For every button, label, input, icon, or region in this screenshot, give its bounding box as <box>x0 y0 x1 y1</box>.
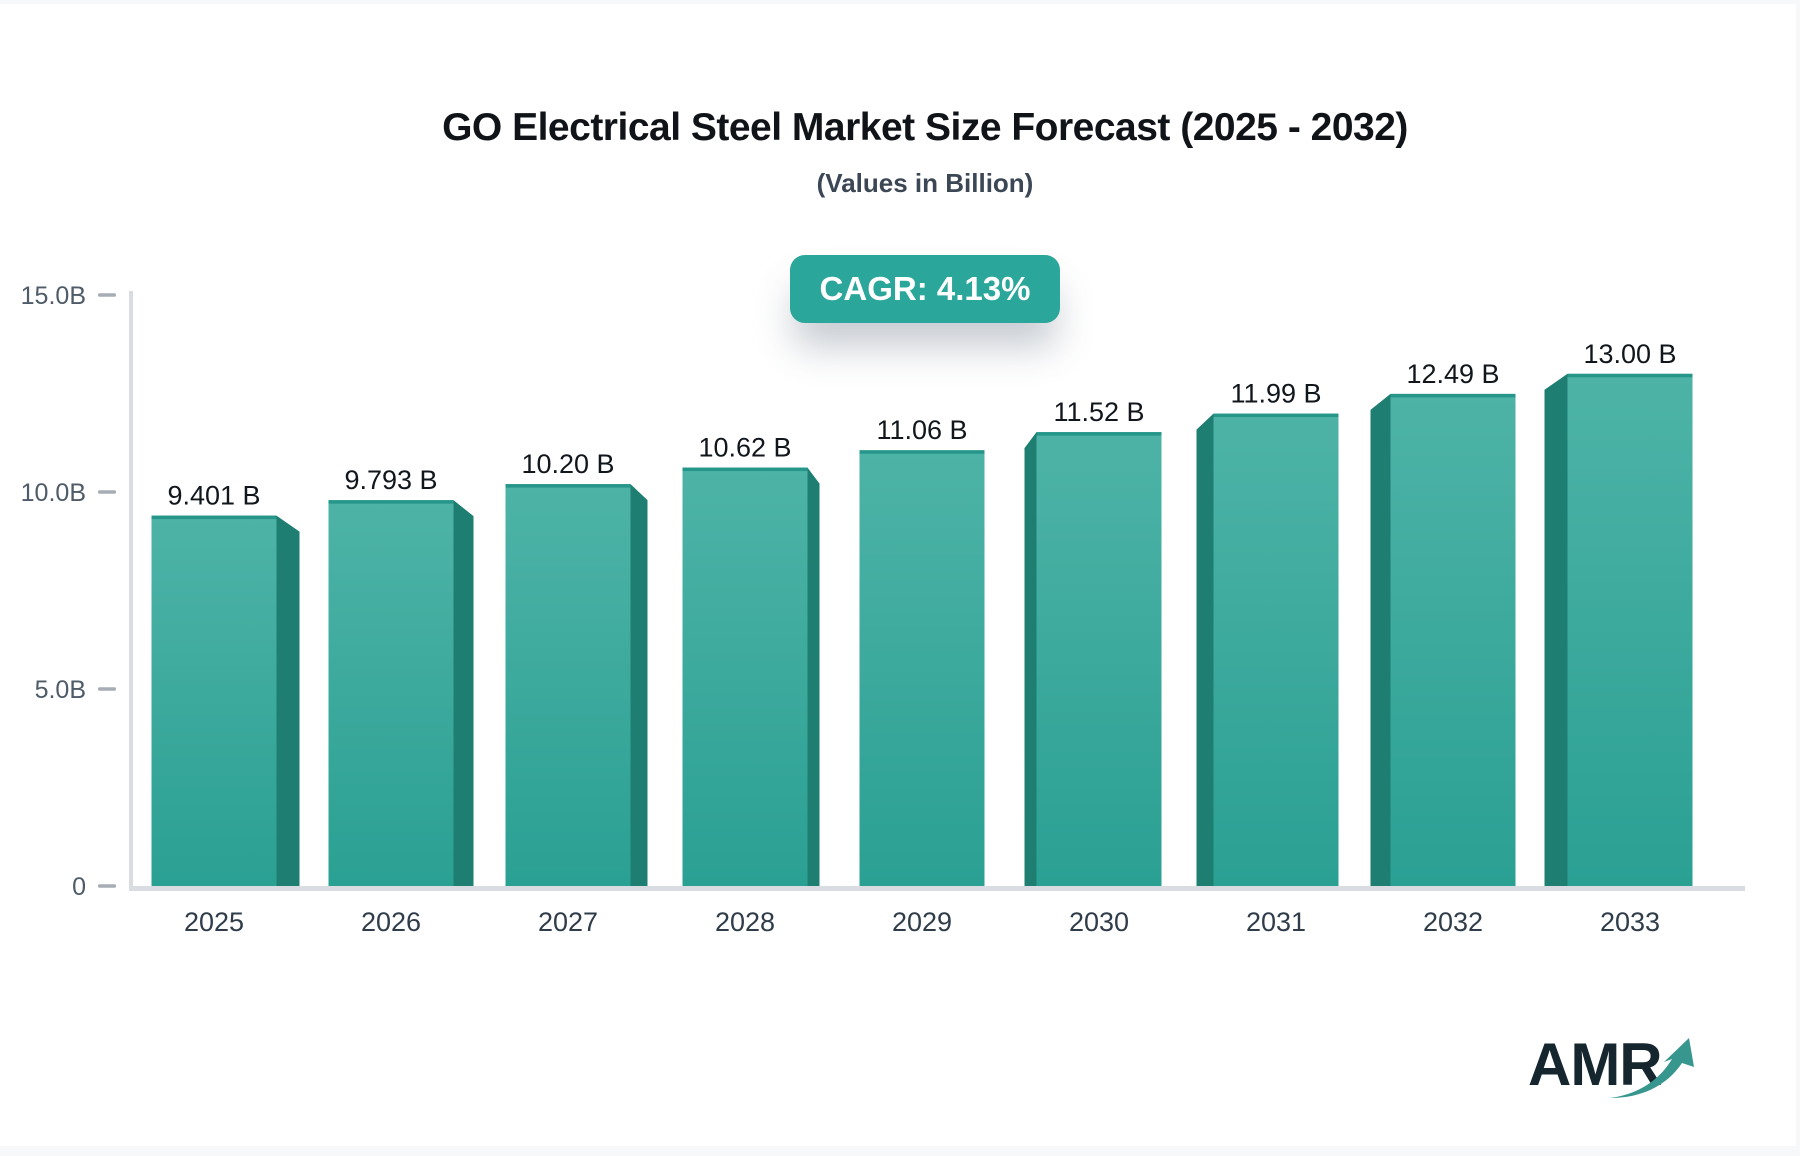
y-axis-tick-label: 0 <box>72 873 86 901</box>
bar-side-face <box>1024 432 1037 886</box>
y-axis-tick <box>98 293 116 297</box>
bar-value-label: 10.62 B <box>698 433 791 463</box>
bar-side-face <box>276 515 300 886</box>
y-axis-tick <box>98 490 116 494</box>
bar-2032: 12.49 B 2032 <box>1370 359 1516 937</box>
bar-2030: 11.52 B 2030 <box>1024 397 1162 937</box>
x-axis-label: 2033 <box>1600 907 1660 937</box>
bar-front-face <box>1213 413 1339 886</box>
bar-2033: 13.00 B 2033 <box>1544 339 1693 937</box>
y-axis-line <box>129 291 133 891</box>
x-axis-label: 2025 <box>184 907 244 937</box>
bar-2027: 10.20 B 2027 <box>505 449 648 937</box>
bar-value-label: 11.52 B <box>1053 397 1144 427</box>
bar-top-edge <box>859 450 985 454</box>
bar-value-label: 11.99 B <box>1230 379 1321 409</box>
bar-2026: 9.793 B 2026 <box>328 465 474 937</box>
bar-front-face <box>1390 393 1516 886</box>
bar-value-label: 13.00 B <box>1583 339 1676 369</box>
bar-side-face <box>1544 373 1568 886</box>
x-axis-label: 2027 <box>538 907 598 937</box>
bar-front-face <box>1567 373 1693 886</box>
cagr-badge-wrap: CAGR: 4.13% <box>50 255 1800 323</box>
amr-logo-text: AMR <box>1528 1031 1663 1098</box>
bar-side-face <box>630 484 648 886</box>
bar-value-label: 11.06 B <box>876 415 967 445</box>
bar-top-edge <box>1036 432 1162 436</box>
bar-side-face <box>807 467 820 886</box>
bar-value-label: 9.793 B <box>344 465 437 495</box>
x-axis-label: 2026 <box>361 907 421 937</box>
bar-2028: 10.62 B 2028 <box>682 433 820 937</box>
chart-title: GO Electrical Steel Market Size Forecast… <box>442 106 1408 149</box>
chart-subtitle: (Values in Billion) <box>816 168 1034 198</box>
bar-value-label: 9.401 B <box>167 481 260 511</box>
bar-front-face <box>151 515 277 886</box>
x-axis-line <box>129 886 1745 891</box>
bar-side-face <box>453 500 474 886</box>
bar-top-edge <box>682 467 808 472</box>
y-axis-tick-label: 10.0B <box>21 479 86 507</box>
bar-top-edge <box>328 500 454 504</box>
bar-value-label: 12.49 B <box>1406 359 1499 389</box>
x-axis-label: 2031 <box>1246 907 1306 937</box>
amr-logo: AMR <box>1528 1030 1728 1110</box>
bar-2029: 11.06 B 2029 <box>859 415 985 937</box>
bar-front-face <box>682 467 808 886</box>
bar-side-face <box>1370 393 1391 886</box>
x-axis-label: 2030 <box>1069 907 1129 937</box>
y-axis-tick-label: 15.0B <box>21 282 86 310</box>
bar-front-face <box>505 484 631 886</box>
x-axis-label: 2028 <box>715 907 775 937</box>
bar-2031: 11.99 B 2031 <box>1196 379 1339 937</box>
y-axis-tick <box>98 884 116 888</box>
growth-arrow-icon <box>1610 1038 1694 1098</box>
bar-top-edge <box>1567 373 1693 378</box>
bar-top-edge <box>505 484 631 488</box>
bar-front-face <box>328 500 454 886</box>
bar-top-edge <box>1213 413 1339 418</box>
bar-value-label: 10.20 B <box>521 449 614 479</box>
y-axis-tick <box>98 687 116 691</box>
bar-front-face <box>859 450 985 886</box>
bar-top-edge <box>1390 393 1516 398</box>
bar-2025: 9.401 B 2025 <box>151 481 300 937</box>
x-axis-label: 2029 <box>892 907 952 937</box>
bar-top-edge <box>151 515 277 520</box>
bar-front-face <box>1036 432 1162 886</box>
y-axis-tick-label: 5.0B <box>35 676 86 704</box>
cagr-badge: CAGR: 4.13% <box>789 255 1061 323</box>
x-axis-label: 2032 <box>1423 907 1483 937</box>
bar-side-face <box>1196 413 1214 886</box>
